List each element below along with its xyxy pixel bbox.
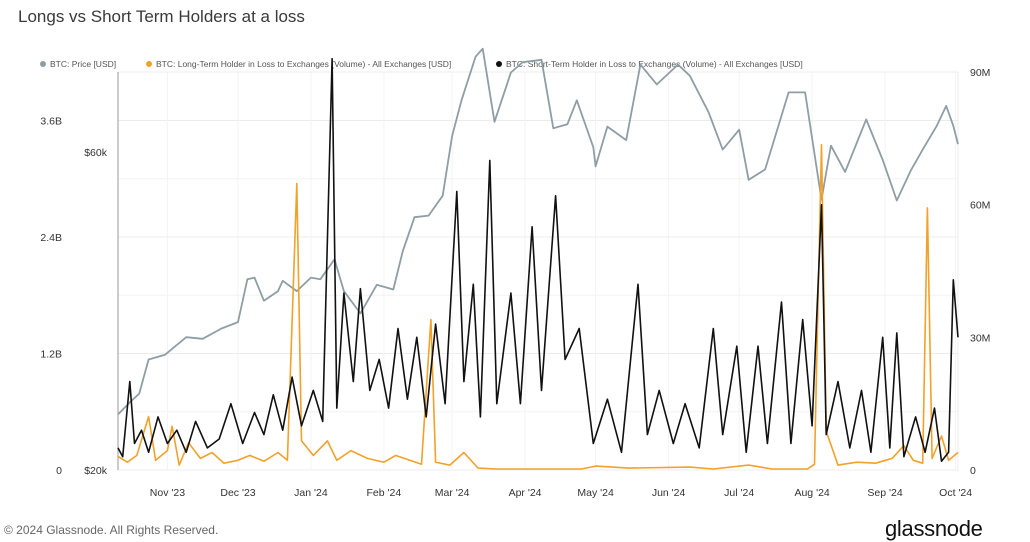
- legend-dot-lth-loss: [146, 61, 152, 67]
- lth-loss-volume-line: [117, 144, 959, 470]
- x-axis-tick: Jun '24: [652, 487, 686, 499]
- copyright-text: © 2024 Glassnode. All Rights Reserved.: [4, 523, 219, 537]
- x-axis-tick: Dec '23: [220, 487, 255, 499]
- right-axis-tick: 0: [970, 465, 976, 477]
- legend-item-sth-loss[interactable]: BTC: Short-Term Holder in Loss to Exchan…: [496, 59, 803, 69]
- left-axis-tick: 2.4B: [40, 232, 62, 244]
- glassnode-logo: glassnode: [885, 516, 983, 541]
- chart-legend: BTC: Price [USD] BTC: Long-Term Holder i…: [0, 59, 1030, 73]
- legend-label-price: BTC: Price [USD]: [50, 59, 117, 69]
- x-axis-tick: Nov '23: [150, 487, 185, 499]
- right-axis-tick: 90M: [970, 67, 990, 79]
- x-axis-tick: Sep '24: [867, 487, 902, 499]
- legend-item-lth-loss[interactable]: BTC: Long-Term Holder in Loss to Exchang…: [146, 59, 451, 69]
- legend-label-sth-loss: BTC: Short-Term Holder in Loss to Exchan…: [506, 59, 803, 69]
- x-axis-tick: Jul '24: [724, 487, 754, 499]
- right-axis-tick: 60M: [970, 200, 990, 212]
- legend-dot-price: [40, 61, 46, 67]
- x-axis-tick: Oct '24: [939, 487, 972, 499]
- chart-title: Longs vs Short Term Holders at a loss: [18, 7, 305, 26]
- left-axis-tick: 0: [56, 465, 62, 477]
- left-axis-tick: 3.6B: [40, 116, 62, 128]
- price-line: [117, 47, 959, 416]
- x-axis-tick: Apr '24: [509, 487, 542, 499]
- right-axis-tick: 30M: [970, 332, 990, 344]
- x-axis-tick: Feb '24: [367, 487, 402, 499]
- sth-loss-volume-line: [117, 57, 959, 463]
- x-axis-tick: May '24: [577, 487, 614, 499]
- x-axis-tick: Jan '24: [294, 487, 328, 499]
- x-axis-tick: Mar '24: [435, 487, 470, 499]
- price-axis-tick: $60k: [84, 147, 108, 159]
- legend-label-lth-loss: BTC: Long-Term Holder in Loss to Exchang…: [156, 59, 452, 69]
- legend-item-price[interactable]: BTC: Price [USD]: [40, 59, 116, 69]
- legend-dot-sth-loss: [496, 61, 502, 67]
- x-axis-tick: Aug '24: [794, 487, 829, 499]
- price-axis-tick: $20k: [84, 465, 108, 477]
- left-axis-tick: 1.2B: [40, 349, 62, 361]
